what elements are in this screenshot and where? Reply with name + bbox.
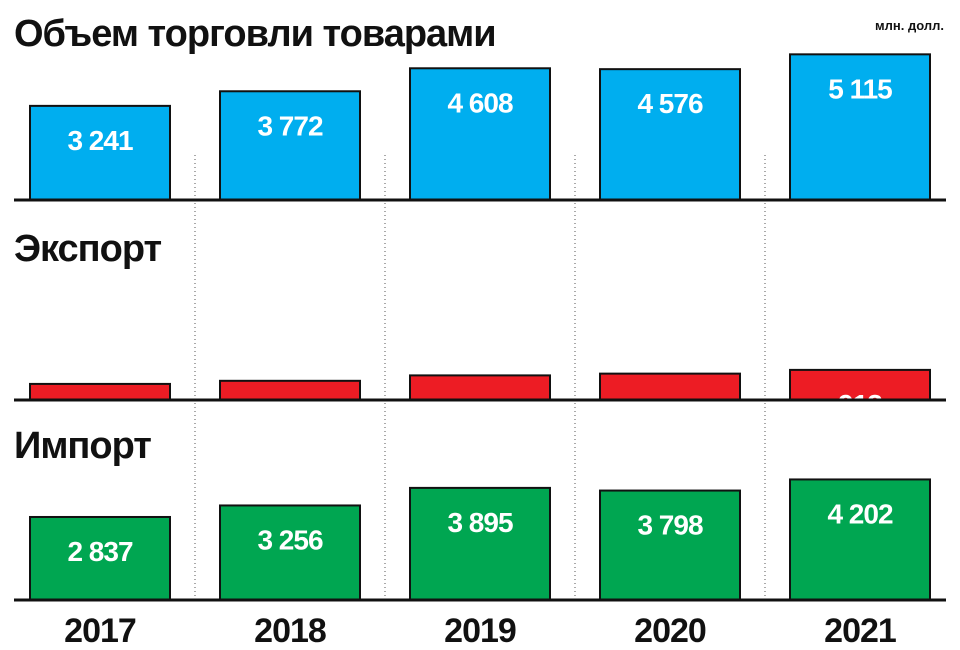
- export-bar-2019: [409, 374, 551, 401]
- import-value-label-2020: 3 798: [637, 510, 702, 541]
- trade-panel: Объем торговли товарами 3 241 3 772 4 608 4 …: [14, 13, 946, 202]
- trade-value-label-2017: 3 241: [67, 125, 132, 156]
- export-value-label-2017: 403: [78, 403, 122, 434]
- trade-value-label-2019: 4 608: [447, 87, 512, 118]
- export-bar-2018: [219, 379, 361, 401]
- export-bar-2021: [789, 368, 931, 401]
- export-value-label-2020: 777: [648, 393, 692, 424]
- year-label-2020: 2020: [634, 612, 706, 650]
- export-panel-title: Экспорт: [14, 228, 162, 270]
- import-bar-2021: [789, 478, 931, 602]
- import-bar-2020: [599, 489, 741, 601]
- trade-value-label-2020: 4 576: [637, 88, 702, 119]
- year-label-2021: 2021: [824, 612, 896, 650]
- import-value-label-2019: 3 895: [447, 507, 512, 538]
- export-bar-2017: [29, 382, 171, 402]
- import-value-label-2018: 3 256: [257, 524, 322, 555]
- import-panel-title: Импорт: [14, 425, 151, 467]
- year-label-2019: 2019: [444, 612, 516, 650]
- trade-bar-2019: [409, 67, 551, 201]
- import-value-label-2017: 2 837: [67, 536, 132, 567]
- year-label-2017: 2017: [64, 612, 136, 650]
- import-panel: Импорт 2 837 3 256 3 895 3 798 4 202: [14, 425, 946, 602]
- export-value-label-2021: 913: [838, 389, 882, 420]
- trade-bar-2021: [789, 53, 931, 202]
- import-bar-2017: [29, 515, 171, 601]
- trade-value-label-2018: 3 772: [257, 110, 322, 141]
- unit-label: млн. долл.: [875, 18, 944, 33]
- trade-bar-2018: [219, 90, 361, 201]
- export-value-label-2018: 516: [268, 400, 312, 431]
- import-value-label-2021: 4 202: [827, 498, 892, 529]
- trade-bar-2020: [599, 68, 741, 201]
- import-bar-2019: [409, 486, 551, 602]
- trade-bar-2017: [29, 104, 171, 201]
- trade-panel-title: Объем торговли товарами: [14, 13, 496, 55]
- export-bar-2020: [599, 372, 741, 402]
- trade-value-label-2021: 5 115: [828, 73, 892, 104]
- year-label-2018: 2018: [254, 612, 326, 650]
